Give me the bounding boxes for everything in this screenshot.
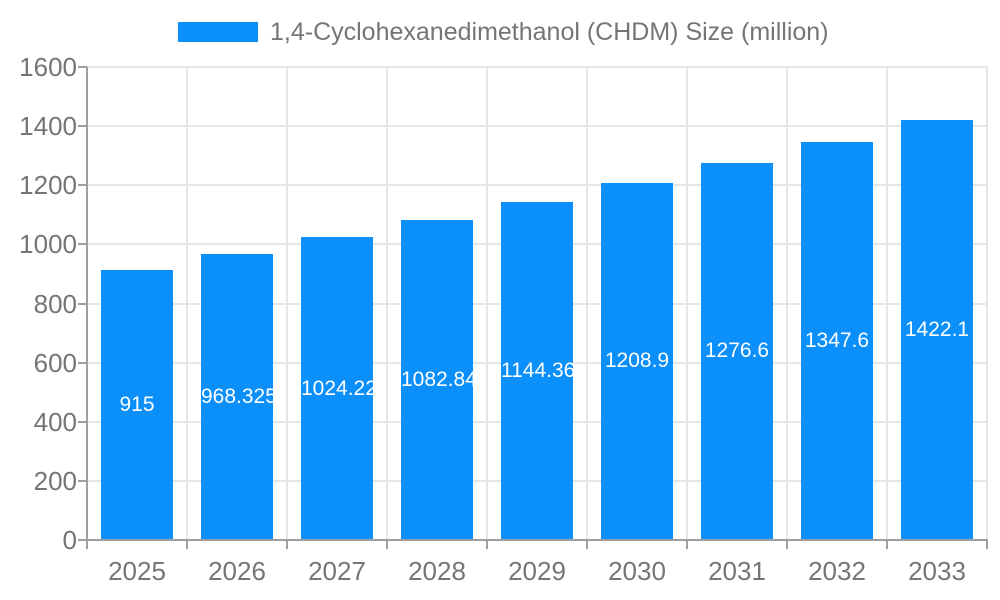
- x-axis-tick: [686, 540, 688, 549]
- x-axis-tick: [486, 540, 488, 549]
- y-axis-label: 400: [33, 406, 77, 437]
- y-axis-label: 800: [33, 288, 77, 319]
- grid-line-horizontal: [87, 184, 987, 187]
- y-axis-tick: [78, 66, 87, 68]
- bar[interactable]: 1144.36: [501, 201, 573, 540]
- x-axis-label: 2027: [308, 556, 366, 586]
- bar[interactable]: 1082.84: [401, 219, 473, 540]
- x-axis-label: 2031: [708, 556, 766, 586]
- y-axis-tick: [78, 125, 87, 128]
- x-axis-label: 2033: [908, 556, 966, 586]
- x-axis-label: 2028: [408, 556, 466, 586]
- grid-line-horizontal: [87, 125, 987, 128]
- legend-swatch-icon: [178, 22, 258, 42]
- plot-area: 915 968.325 1024.22 1082.84 1144.36 1208.9 127…: [87, 66, 988, 540]
- bar-value-label: 1144.36: [501, 358, 573, 382]
- grid-line-vertical: [686, 67, 688, 540]
- grid-line-vertical: [486, 67, 488, 540]
- y-axis-label: 600: [33, 347, 77, 378]
- x-axis-tick: [86, 540, 88, 549]
- bar-value-label: 915: [119, 392, 155, 416]
- y-axis-label: 0: [62, 525, 77, 555]
- grid-line-vertical: [186, 67, 188, 540]
- bar[interactable]: 1347.6: [801, 141, 873, 540]
- legend-item[interactable]: 1,4-Cyclohexanedimethanol (CHDM) Size (m…: [178, 18, 829, 46]
- y-axis-label: 1000: [19, 229, 77, 260]
- bar-value-label: 1347.6: [804, 328, 870, 352]
- x-axis-tick: [886, 540, 888, 549]
- x-axis-label: 2029: [508, 556, 566, 586]
- x-axis-tick: [186, 540, 188, 549]
- x-axis-label: 2030: [608, 556, 666, 586]
- bar-value-label: 1082.84: [401, 367, 473, 391]
- bar[interactable]: 915: [101, 269, 173, 540]
- grid-line-vertical: [886, 67, 888, 540]
- x-axis-tick: [786, 540, 788, 549]
- grid-line-vertical: [286, 67, 288, 540]
- grid-line-vertical: [786, 67, 788, 540]
- legend-label: 1,4-Cyclohexanedimethanol (CHDM) Size (m…: [270, 18, 829, 46]
- bar-value-label: 1276.6: [704, 339, 770, 363]
- y-axis-label: 1200: [19, 170, 77, 201]
- x-axis-line: [86, 539, 988, 541]
- bar-value-label: 1024.22: [301, 376, 373, 400]
- x-axis-tick: [386, 540, 388, 549]
- y-axis-line: [86, 67, 88, 542]
- bar[interactable]: 968.325: [201, 253, 273, 540]
- y-axis-label: 1400: [19, 111, 77, 142]
- y-axis-tick: [78, 243, 87, 246]
- bar[interactable]: 1422.1: [901, 119, 973, 540]
- y-axis-label: 200: [33, 465, 77, 496]
- bar[interactable]: 1208.9: [601, 182, 673, 540]
- grid-line-vertical: [386, 67, 388, 540]
- bar[interactable]: 1024.22: [301, 237, 373, 540]
- x-axis-tick: [586, 540, 588, 549]
- bar-value-label: 1422.1: [904, 317, 970, 341]
- y-axis-tick: [78, 479, 87, 482]
- y-axis-tick: [78, 420, 87, 423]
- grid-line-vertical: [586, 67, 588, 540]
- y-axis-tick: [78, 184, 87, 187]
- y-axis-tick: [78, 302, 87, 305]
- bar[interactable]: 1276.6: [701, 162, 773, 540]
- y-axis-tick: [78, 361, 87, 364]
- x-axis-label: 2026: [208, 556, 266, 586]
- grid-line-vertical: [986, 67, 988, 540]
- y-axis-tick: [78, 539, 87, 541]
- bar-value-label: 1208.9: [604, 349, 670, 373]
- bar-value-label: 968.325: [201, 384, 273, 408]
- x-axis-tick: [986, 540, 988, 549]
- x-axis-label: 2025: [108, 556, 166, 586]
- x-axis-tick: [286, 540, 288, 549]
- x-axis-label: 2032: [808, 556, 866, 586]
- y-axis-label: 1600: [19, 52, 77, 82]
- grid-line-horizontal: [87, 66, 987, 68]
